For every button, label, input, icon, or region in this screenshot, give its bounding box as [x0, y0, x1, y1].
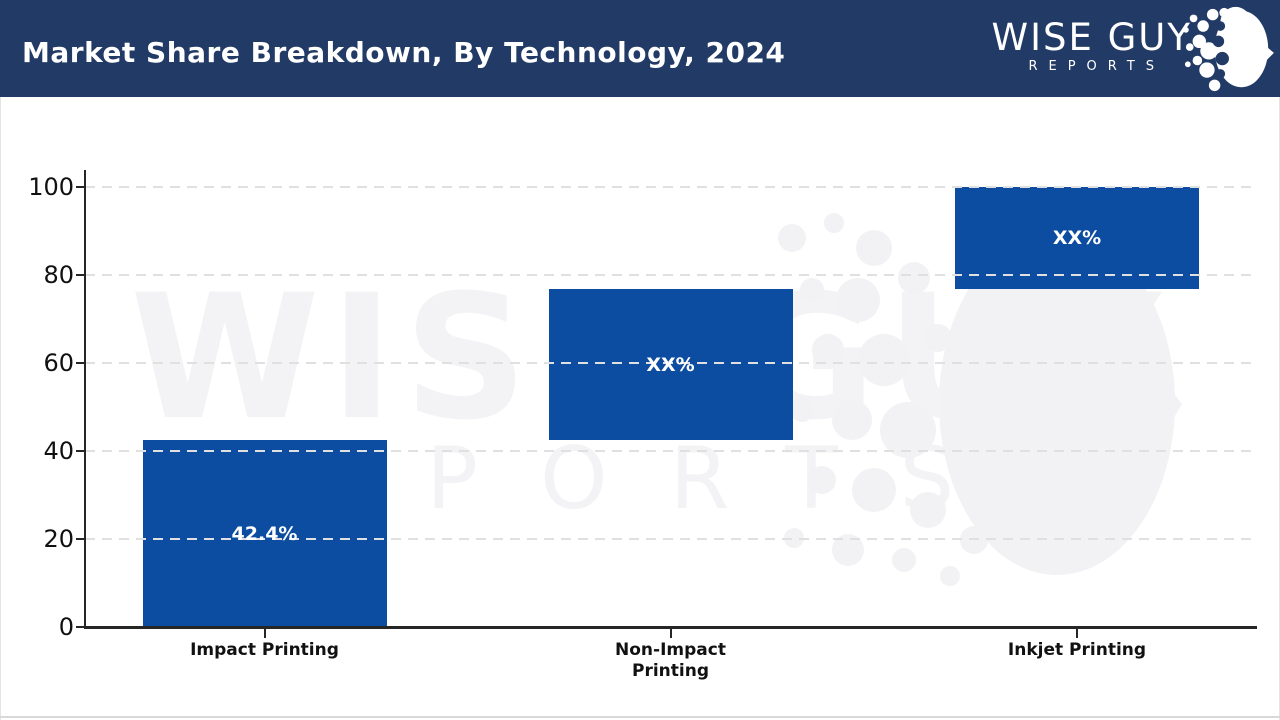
x-tick-mark-0 — [263, 629, 266, 638]
page-title: Market Share Breakdown, By Technology, 2… — [22, 36, 786, 69]
brand-logo: WISE GUY REPORTS — [991, 16, 1192, 75]
x-category-label-0: Impact Printing — [190, 640, 339, 660]
x-tick-mark-1 — [669, 629, 672, 638]
y-tick-label-20: 20 — [43, 525, 74, 553]
y-tick-mark-100 — [76, 186, 85, 188]
brand-face-dots-icon — [1183, 6, 1274, 92]
gridline-y20 — [85, 538, 1256, 540]
x-category-label-2: Inkjet Printing — [1007, 640, 1147, 660]
bar-value-label-0: 42.4% — [231, 522, 298, 545]
bar-segment-1 — [548, 288, 793, 441]
x-tick-mark-2 — [1076, 629, 1078, 638]
y-tick-mark-20 — [76, 538, 85, 540]
bar-value-label-1: XX% — [646, 353, 695, 376]
gridline-y60 — [85, 362, 1256, 364]
bottom-border-rule — [0, 716, 1280, 718]
gridline-y100 — [85, 186, 1256, 188]
gridline-y40 — [85, 450, 1256, 452]
y-tick-label-40: 40 — [43, 437, 74, 465]
y-tick-label-60: 60 — [43, 349, 74, 377]
y-axis-line — [84, 170, 86, 629]
y-tick-label-100: 100 — [28, 173, 74, 201]
x-axis-line — [84, 626, 1257, 629]
y-tick-mark-0 — [76, 626, 85, 628]
left-border-rule — [0, 97, 1, 720]
header-bar: Market Share Breakdown, By Technology, 2… — [0, 0, 1280, 97]
y-tick-label-0: 0 — [58, 613, 74, 641]
y-tick-mark-40 — [76, 450, 85, 452]
bar-segment-0 — [142, 440, 387, 627]
bar-segment-2 — [955, 187, 1199, 289]
brand-logo-wiseguy-text: WISE GUY — [991, 16, 1192, 59]
watermark-face-dots-icon — [772, 213, 1182, 586]
x-category-label-1: Non-Impact Printing — [615, 640, 726, 681]
brand-logo-reports-text: REPORTS — [1028, 59, 1166, 74]
y-tick-mark-60 — [76, 362, 85, 364]
gridline-y80 — [85, 274, 1256, 276]
y-tick-label-80: 80 — [43, 261, 74, 289]
y-tick-mark-80 — [76, 274, 85, 276]
bar-value-label-2: XX% — [1052, 226, 1102, 249]
